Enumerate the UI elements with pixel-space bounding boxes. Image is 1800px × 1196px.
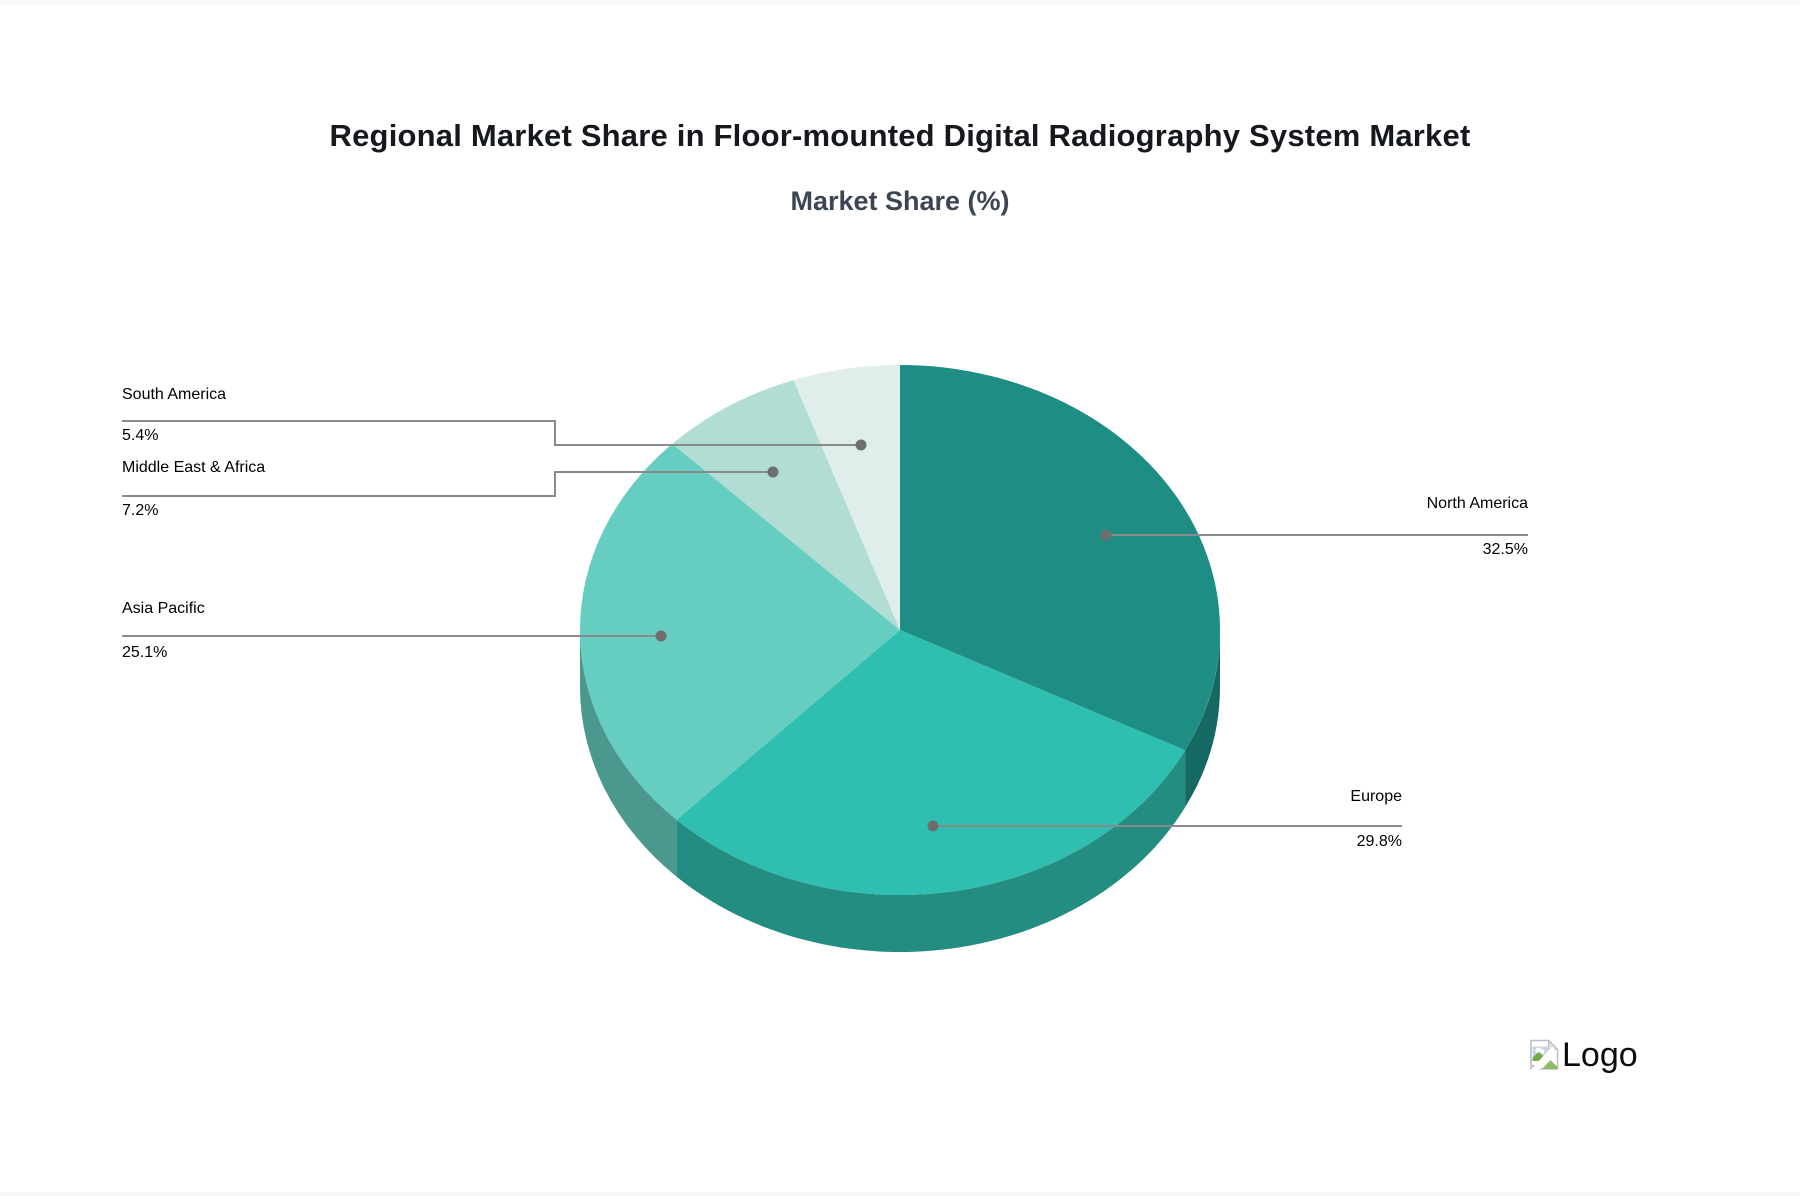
broken-image-icon bbox=[1530, 1039, 1559, 1072]
leader-dot-europe bbox=[927, 820, 939, 832]
top-edge-strip bbox=[0, 0, 1800, 5]
pie-slice-side-north-america bbox=[1185, 630, 1220, 808]
logo-alt-text: Logo bbox=[1562, 1036, 1638, 1074]
callout-value-middle-east-africa: 7.2% bbox=[122, 502, 159, 519]
chart-subtitle: Market Share (%) bbox=[790, 186, 1010, 216]
pie-slice-europe[interactable] bbox=[676, 630, 1186, 896]
bottom-edge-strip bbox=[0, 1192, 1800, 1196]
leader-dot-middle-east-africa bbox=[767, 466, 779, 478]
pie-slice-side-asia-pacific bbox=[580, 630, 677, 877]
callout-label-north-america: North America bbox=[1426, 495, 1528, 512]
leader-dot-north-america bbox=[1100, 529, 1112, 541]
callout-label-south-america: South America bbox=[122, 386, 227, 403]
chart-title: Regional Market Share in Floor-mounted D… bbox=[329, 118, 1471, 153]
callout-label-middle-east-africa: Middle East & Africa bbox=[122, 459, 266, 476]
pie-slice-south-america[interactable] bbox=[793, 365, 900, 630]
callout-value-south-america: 5.4% bbox=[122, 427, 159, 444]
callout-label-asia-pacific: Asia Pacific bbox=[122, 600, 205, 617]
leader-dot-asia-pacific bbox=[655, 630, 667, 642]
leader-line-middle-east-africa bbox=[122, 471, 773, 497]
pie-slice-north-america[interactable] bbox=[900, 365, 1220, 751]
leader-lines-group bbox=[122, 420, 1528, 832]
pie-slices-group bbox=[580, 365, 1220, 952]
callout-value-asia-pacific: 25.1% bbox=[122, 644, 168, 661]
leader-dot-south-america bbox=[855, 439, 867, 451]
pie-slice-middle-east-africa[interactable] bbox=[672, 380, 900, 630]
leader-line-south-america bbox=[122, 420, 861, 446]
pie-slice-asia-pacific[interactable] bbox=[580, 443, 900, 820]
callout-label-europe: Europe bbox=[1350, 788, 1402, 805]
callout-value-north-america: 32.5% bbox=[1482, 541, 1528, 558]
pie-slice-side-europe bbox=[676, 750, 1186, 952]
logo: Logo bbox=[1528, 1038, 1638, 1072]
callout-value-europe: 29.8% bbox=[1356, 833, 1402, 850]
